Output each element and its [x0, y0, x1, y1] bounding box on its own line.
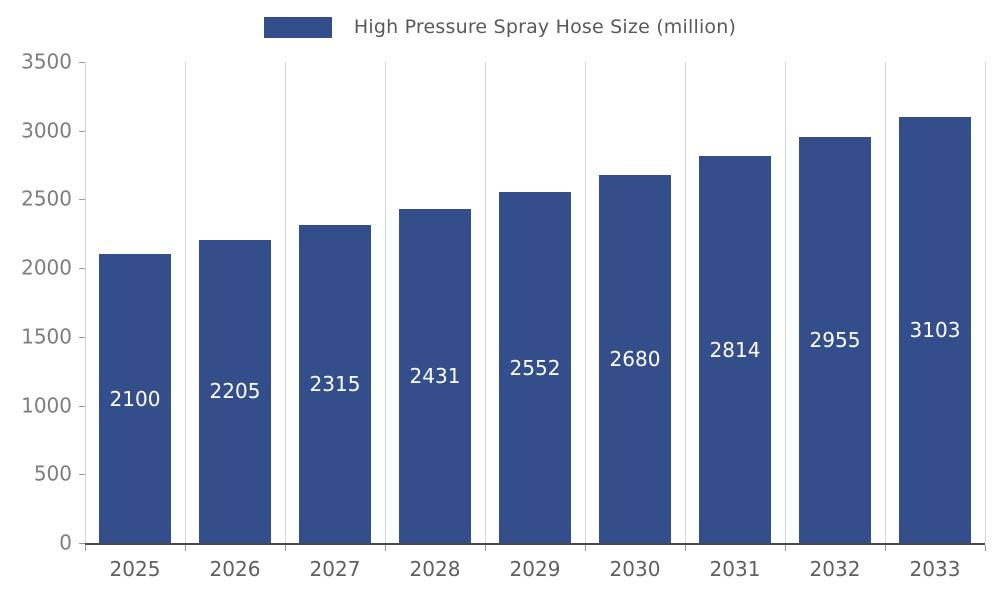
- vertical-gridline: [985, 62, 986, 543]
- y-tick-label: 0: [59, 530, 72, 555]
- bar-value-label: 2814: [709, 337, 761, 362]
- y-tick-label: 500: [33, 461, 72, 486]
- vertical-gridline: [785, 62, 786, 543]
- y-tick-mark: [79, 543, 85, 544]
- x-tick-mark: [85, 545, 86, 551]
- x-tick-label-2030: 2030: [609, 557, 661, 581]
- bar-2025[interactable]: 2100: [99, 254, 171, 543]
- y-tick-label: 3500: [21, 49, 72, 74]
- vertical-gridline: [385, 62, 386, 543]
- x-tick-mark: [785, 545, 786, 551]
- bar-value-label: 3103: [909, 317, 961, 342]
- y-tick-mark: [79, 268, 85, 270]
- legend[interactable]: High Pressure Spray Hose Size (million): [0, 16, 1000, 38]
- bar-value-label: 2680: [609, 346, 661, 371]
- x-tick-mark: [885, 545, 886, 551]
- y-tick-mark: [79, 405, 85, 407]
- y-tick-label: 3000: [21, 118, 72, 143]
- bar-2029[interactable]: 2552: [499, 192, 571, 543]
- x-tick-label-2031: 2031: [709, 557, 761, 581]
- x-tick-mark: [985, 545, 986, 551]
- y-tick-mark: [79, 199, 85, 201]
- bar-2033[interactable]: 3103: [899, 116, 971, 543]
- y-tick-mark: [79, 336, 85, 338]
- bar-value-label: 2955: [809, 327, 861, 352]
- vertical-gridline: [285, 62, 286, 543]
- x-tick-mark: [285, 545, 286, 551]
- legend-swatch: [263, 16, 332, 38]
- x-tick-label-2028: 2028: [409, 557, 461, 581]
- x-tick-label-2032: 2032: [809, 557, 861, 581]
- bar-2026[interactable]: 2205: [199, 239, 271, 543]
- bar-2030[interactable]: 2680: [599, 174, 671, 543]
- bar-2028[interactable]: 2431: [399, 208, 471, 543]
- y-tick-mark: [79, 474, 85, 476]
- vertical-gridline: [85, 62, 86, 543]
- bar-2031[interactable]: 2814: [699, 156, 771, 543]
- bar-value-label: 2100: [109, 386, 161, 411]
- vertical-gridline: [885, 62, 886, 543]
- y-tick-mark: [79, 62, 85, 63]
- plot-area: 2100 2205 2315 2431 2552 2680 2814 2955 3103: [85, 62, 986, 545]
- x-tick-label-2029: 2029: [509, 557, 561, 581]
- vertical-gridline: [185, 62, 186, 543]
- y-tick-mark: [79, 130, 85, 132]
- bar-2032[interactable]: 2955: [799, 136, 871, 543]
- y-tick-label: 2000: [21, 255, 72, 280]
- x-tick-mark: [385, 545, 386, 551]
- legend-label: High Pressure Spray Hose Size (million): [353, 16, 737, 38]
- y-tick-label: 1500: [21, 324, 72, 349]
- x-tick-label-2025: 2025: [109, 557, 161, 581]
- bar-value-label: 2315: [309, 371, 361, 396]
- x-tick-label-2033: 2033: [909, 557, 961, 581]
- bar-value-label: 2205: [209, 379, 261, 404]
- x-tick-mark: [485, 545, 486, 551]
- y-tick-label: 2500: [21, 187, 72, 212]
- vertical-gridline: [685, 62, 686, 543]
- bar-value-label: 2431: [409, 363, 461, 388]
- x-tick-label-2027: 2027: [309, 557, 361, 581]
- x-tick-mark: [685, 545, 686, 551]
- y-tick-label: 1000: [21, 393, 72, 418]
- vertical-gridline: [585, 62, 586, 543]
- x-tick-mark: [185, 545, 186, 551]
- x-tick-mark: [585, 545, 586, 551]
- vertical-gridline: [485, 62, 486, 543]
- bar-value-label: 2552: [509, 355, 561, 380]
- bar-2027[interactable]: 2315: [299, 224, 371, 543]
- x-tick-label-2026: 2026: [209, 557, 261, 581]
